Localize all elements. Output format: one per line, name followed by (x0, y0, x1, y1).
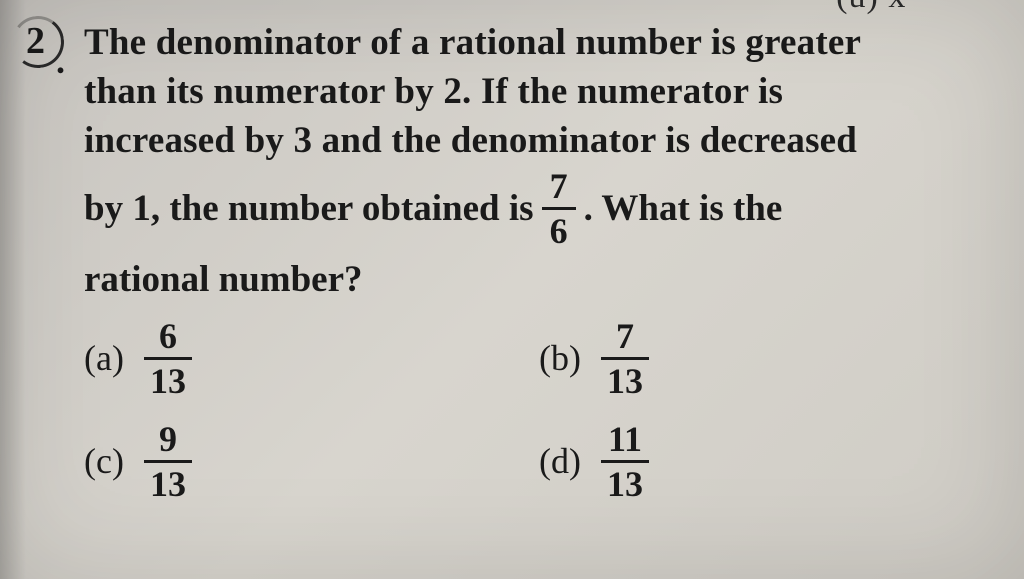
option-c-fraction: 9 13 (144, 421, 192, 502)
result-fraction-denominator: 6 (544, 213, 574, 249)
option-b[interactable]: (b) 7 13 (539, 318, 964, 399)
option-a-denominator: 13 (144, 363, 192, 399)
option-a-fraction: 6 13 (144, 318, 192, 399)
option-b-fraction: 7 13 (601, 318, 649, 399)
question-stem-line-4-pre: by 1, the number obtained is (84, 184, 534, 233)
cropped-previous-text: (u) x − (836, 0, 936, 16)
question-block: 2 . The denominator of a rational number… (18, 18, 996, 502)
option-d-label: (d) (539, 440, 581, 482)
question-stem-line-1: The denominator of a rational number is … (84, 18, 996, 67)
question-number: 2 (26, 19, 45, 63)
options-grid: (a) 6 13 (b) 7 13 (c) 9 (84, 318, 964, 502)
option-a-numerator: 6 (153, 318, 183, 354)
question-stem-line-4-post: . What is the (584, 184, 783, 233)
option-a-bar (144, 357, 192, 360)
option-b-label: (b) (539, 337, 581, 379)
question-stem-line-3: increased by 3 and the denominator is de… (84, 116, 996, 165)
option-c-denominator: 13 (144, 466, 192, 502)
option-d-fraction: 11 13 (601, 421, 649, 502)
question-number-area: 2 . (18, 18, 74, 70)
option-d[interactable]: (d) 11 13 (539, 421, 964, 502)
option-b-bar (601, 357, 649, 360)
option-c-label: (c) (84, 440, 124, 482)
option-a[interactable]: (a) 6 13 (84, 318, 509, 399)
result-fraction-numerator: 7 (544, 168, 574, 204)
option-c-numerator: 9 (153, 421, 183, 457)
question-number-dot: . (56, 40, 65, 82)
option-b-denominator: 13 (601, 363, 649, 399)
option-d-bar (601, 460, 649, 463)
option-c-bar (144, 460, 192, 463)
option-c[interactable]: (c) 9 13 (84, 421, 509, 502)
result-fraction-bar (542, 207, 576, 210)
question-stem-tail: rational number? (84, 255, 996, 304)
option-a-label: (a) (84, 337, 124, 379)
result-fraction: 7 6 (542, 168, 576, 249)
option-d-numerator: 11 (602, 421, 648, 457)
option-d-denominator: 13 (601, 466, 649, 502)
question-stem-line-4: by 1, the number obtained is 7 6 . What … (84, 168, 996, 249)
question-body: The denominator of a rational number is … (74, 18, 996, 502)
question-stem-line-2: than its numerator by 2. If the numerato… (84, 67, 996, 116)
option-b-numerator: 7 (610, 318, 640, 354)
